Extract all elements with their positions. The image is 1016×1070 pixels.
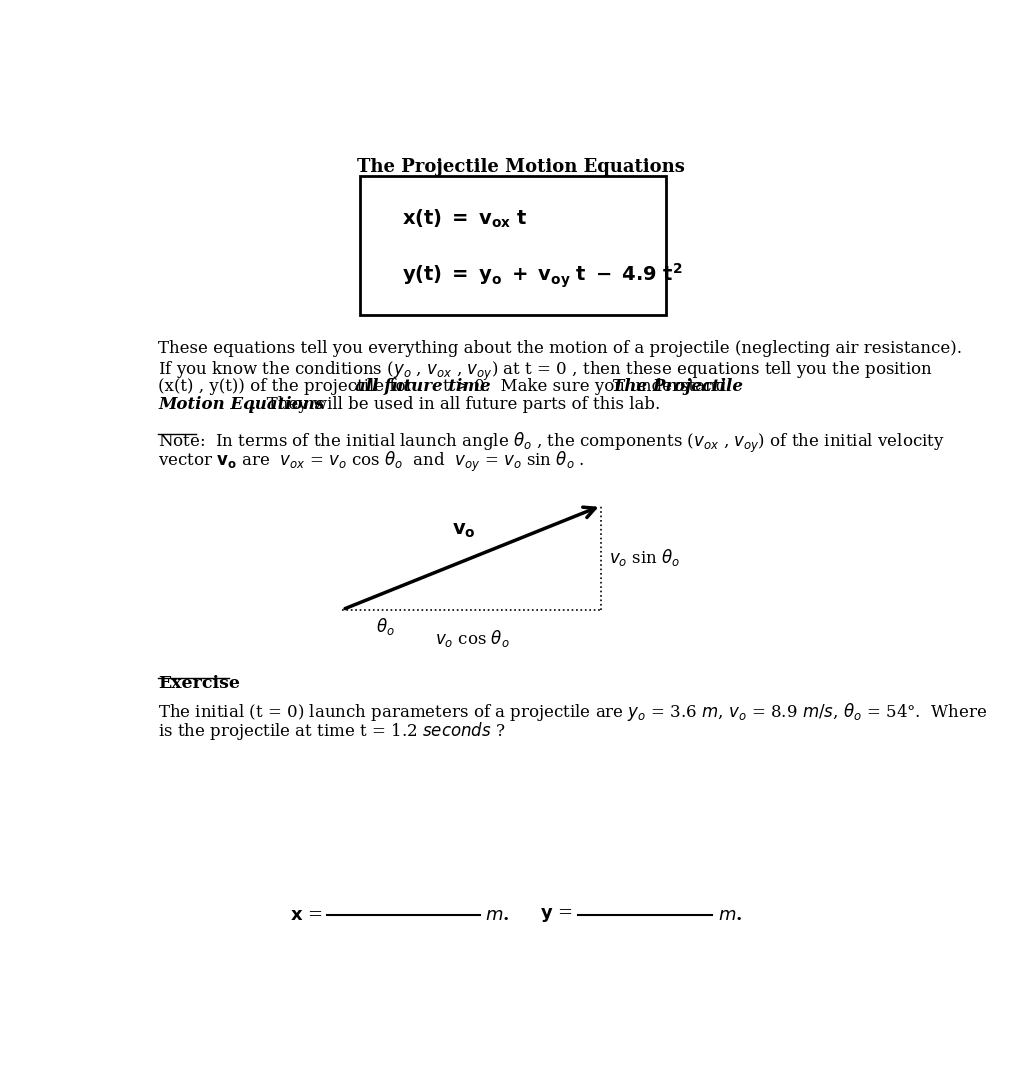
Text: $v_o$ sin $\theta_o$: $v_o$ sin $\theta_o$ (610, 547, 681, 568)
Text: $\mathbf{y}$ =: $\mathbf{y}$ = (541, 906, 573, 924)
Text: The Projectile Motion Equations: The Projectile Motion Equations (357, 157, 685, 175)
Text: The Projectile: The Projectile (613, 378, 743, 395)
Text: $\theta_o$: $\theta_o$ (376, 616, 394, 638)
Text: $\mathit{m}$.: $\mathit{m}$. (485, 906, 509, 924)
Bar (360, 177, 665, 315)
Text: t > 0.  Make sure you understand: t > 0. Make sure you understand (443, 378, 732, 395)
Text: $\mathbf{y(t)\ =\ y_o\ +\ v_{oy}\ t\ -\ 4.9\ t^2}$: $\mathbf{y(t)\ =\ y_o\ +\ v_{oy}\ t\ -\ … (402, 262, 683, 290)
Text: is the projectile at time t = 1.2 $\mathit{seconds}$ ?: is the projectile at time t = 1.2 $\math… (158, 720, 506, 742)
Text: (x(t) , y(t)) of the projectile for: (x(t) , y(t)) of the projectile for (158, 378, 419, 395)
Text: Exercise: Exercise (158, 675, 240, 692)
Text: $\mathbf{x}$ =: $\mathbf{x}$ = (290, 906, 322, 924)
Text: $\mathbf{x(t)\ =\ v_{ox}\ t}$: $\mathbf{x(t)\ =\ v_{ox}\ t}$ (402, 208, 527, 230)
Text: If you know the conditions ($y_o$ , $v_{ox}$ , $v_{oy}$) at t = 0 , then these e: If you know the conditions ($y_o$ , $v_{… (158, 360, 933, 383)
Text: $\mathit{m}$.: $\mathit{m}$. (717, 906, 742, 924)
Text: The initial (t = 0) launch parameters of a projectile are $y_o$ = 3.6 $\mathit{m: The initial (t = 0) launch parameters of… (158, 701, 988, 722)
Text: These equations tell you everything about the motion of a projectile (neglecting: These equations tell you everything abou… (158, 340, 962, 357)
Text: .  They will be used in all future parts of this lab.: . They will be used in all future parts … (251, 396, 660, 413)
Text: all future time: all future time (355, 378, 491, 395)
Text: Motion Equations: Motion Equations (158, 396, 324, 413)
Text: $v_o$ cos $\theta_o$: $v_o$ cos $\theta_o$ (435, 628, 509, 648)
Text: Note:  In terms of the initial launch angle $\theta_o$ , the components ($v_{ox}: Note: In terms of the initial launch ang… (158, 431, 945, 455)
Text: vector $\mathbf{v_o}$ are  $v_{ox}$ = $v_o$ cos $\theta_o$  and  $v_{oy}$ = $v_o: vector $\mathbf{v_o}$ are $v_{ox}$ = $v_… (158, 449, 585, 474)
Text: $\mathbf{v_o}$: $\mathbf{v_o}$ (452, 521, 475, 539)
